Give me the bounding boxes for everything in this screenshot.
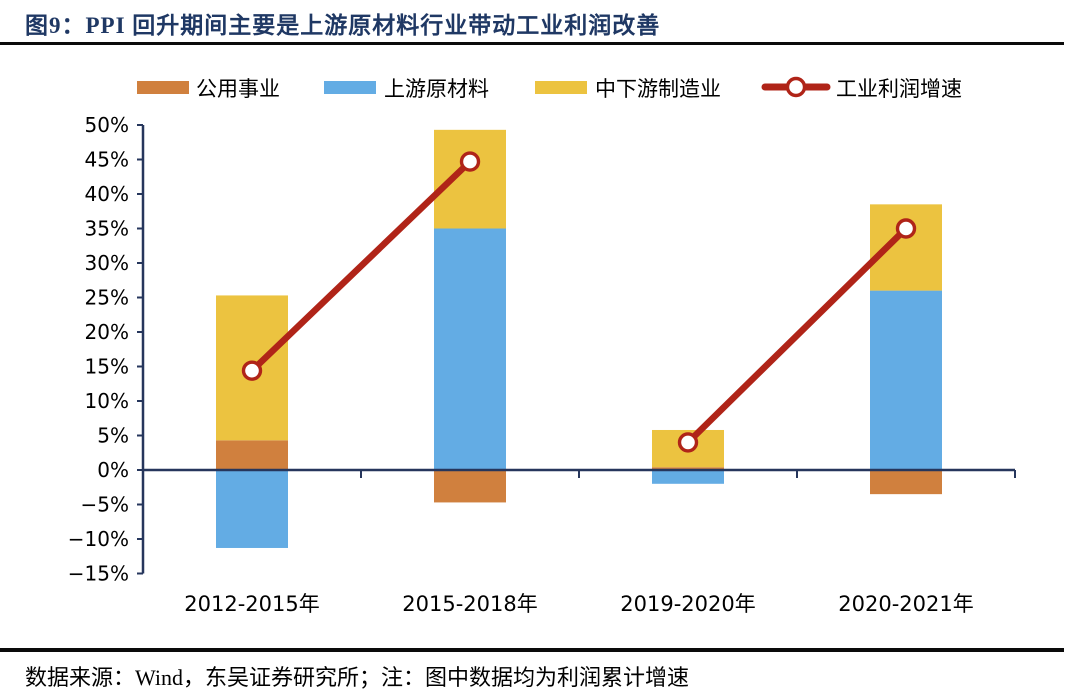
title-divider bbox=[0, 42, 1064, 45]
x-category-label: 2019-2020年 bbox=[620, 592, 755, 616]
x-category-label: 2020-2021年 bbox=[838, 592, 973, 616]
legend-swatch-upstream bbox=[324, 81, 376, 94]
source-note: 数据来源：Wind，东吴证券研究所；注：图中数据均为利润累计增速 bbox=[25, 665, 689, 690]
chart-canvas: 50% 45% 40% 35% 30% 25% 20% 15% 10% 5% 0% −5% −10% −1… bbox=[68, 76, 1016, 616]
bar-segment-downstream bbox=[870, 204, 942, 291]
y-tick-label: 10% bbox=[85, 389, 129, 413]
bar-segment-upstream bbox=[216, 470, 288, 548]
y-tick-label: 15% bbox=[85, 355, 129, 379]
legend-marker-profit-growth bbox=[785, 76, 807, 98]
footer-divider bbox=[0, 648, 1064, 652]
y-tick-label: 5% bbox=[97, 424, 129, 448]
bar-segment-utilities bbox=[652, 467, 724, 470]
profit-growth-marker bbox=[677, 432, 699, 453]
profit-growth-marker bbox=[241, 360, 263, 381]
bar-segment-upstream bbox=[434, 228, 506, 470]
x-category-label: 2015-2018年 bbox=[402, 592, 537, 616]
legend-swatch-downstream bbox=[535, 81, 587, 94]
y-tick-label: −5% bbox=[81, 493, 130, 517]
y-tick-label: 45% bbox=[85, 148, 129, 172]
profit-growth-line-segment bbox=[684, 225, 910, 446]
legend-label-profit-growth: 工业利润增速 bbox=[836, 77, 962, 101]
y-tick-label: 20% bbox=[85, 320, 129, 344]
legend-label-downstream: 中下游制造业 bbox=[595, 77, 721, 101]
legend-label-upstream: 上游原材料 bbox=[384, 77, 489, 101]
bar-segment-upstream bbox=[870, 290, 942, 470]
y-tick-label: 50% bbox=[85, 113, 129, 137]
profit-growth-marker bbox=[895, 218, 917, 239]
y-tick-label: 35% bbox=[85, 217, 129, 241]
y-tick-label: −15% bbox=[68, 562, 129, 586]
bar-segment-utilities bbox=[870, 470, 942, 495]
y-tick-label: −10% bbox=[68, 527, 129, 551]
profit-growth-line-segment bbox=[248, 158, 474, 374]
y-tick-label: 25% bbox=[85, 286, 129, 310]
bar-segment-upstream bbox=[652, 470, 724, 484]
legend-swatch-utilities bbox=[137, 81, 189, 94]
x-category-label: 2012-2015年 bbox=[184, 592, 319, 616]
bar-segment-utilities bbox=[434, 470, 506, 503]
profit-growth-marker bbox=[459, 151, 481, 172]
y-tick-label: 0% bbox=[97, 458, 129, 482]
y-tick-label: 30% bbox=[85, 251, 129, 275]
legend-label-utilities: 公用事业 bbox=[196, 77, 280, 101]
bar-segment-utilities bbox=[216, 440, 288, 470]
bar-segment-downstream bbox=[434, 129, 506, 229]
y-tick-label: 40% bbox=[85, 182, 129, 206]
figure-title: 图9：PPI 回升期间主要是上游原材料行业带动工业利润改善 bbox=[25, 13, 661, 38]
